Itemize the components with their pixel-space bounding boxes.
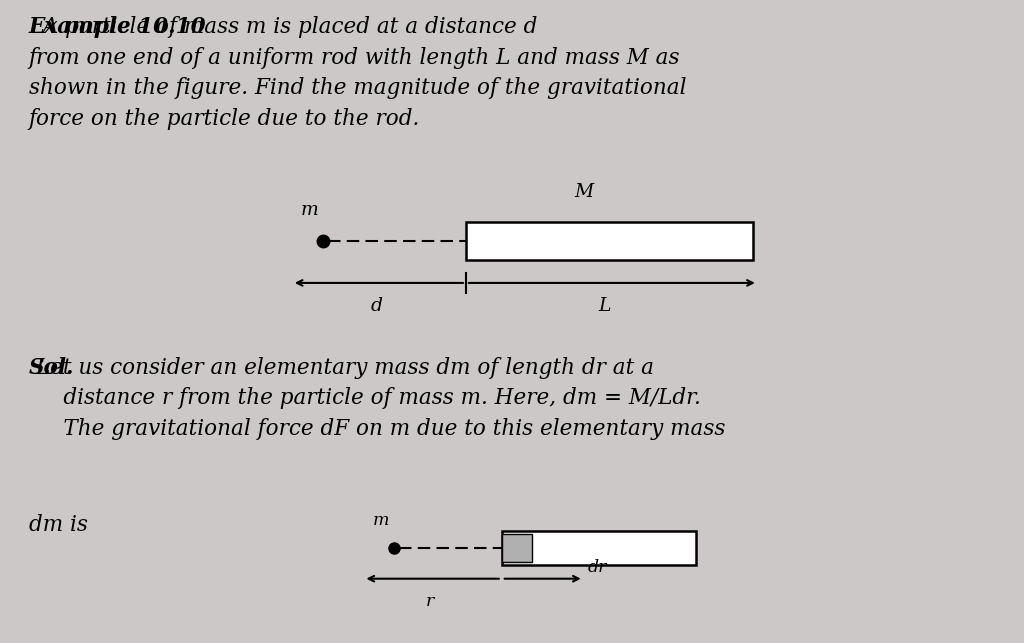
Text: dr: dr (588, 559, 607, 575)
Text: Sol.: Sol. (29, 357, 74, 379)
Text: d: d (371, 297, 383, 315)
Bar (466, 222, 753, 260)
Text: m: m (300, 201, 318, 219)
Text: A particle of mass m is placed at a distance d
from one end of a uniform rod wit: A particle of mass m is placed at a dist… (29, 16, 686, 130)
Text: m: m (373, 512, 389, 529)
Text: Example 10.10: Example 10.10 (29, 16, 206, 38)
Text: Let us consider an elementary mass dm of length dr at a
     distance r from the: Let us consider an elementary mass dm of… (29, 357, 725, 440)
Text: M: M (574, 183, 593, 201)
Text: dm is: dm is (29, 514, 87, 536)
Text: L: L (598, 297, 610, 315)
Bar (502, 534, 532, 562)
Bar (502, 531, 696, 565)
Text: r: r (426, 593, 434, 610)
